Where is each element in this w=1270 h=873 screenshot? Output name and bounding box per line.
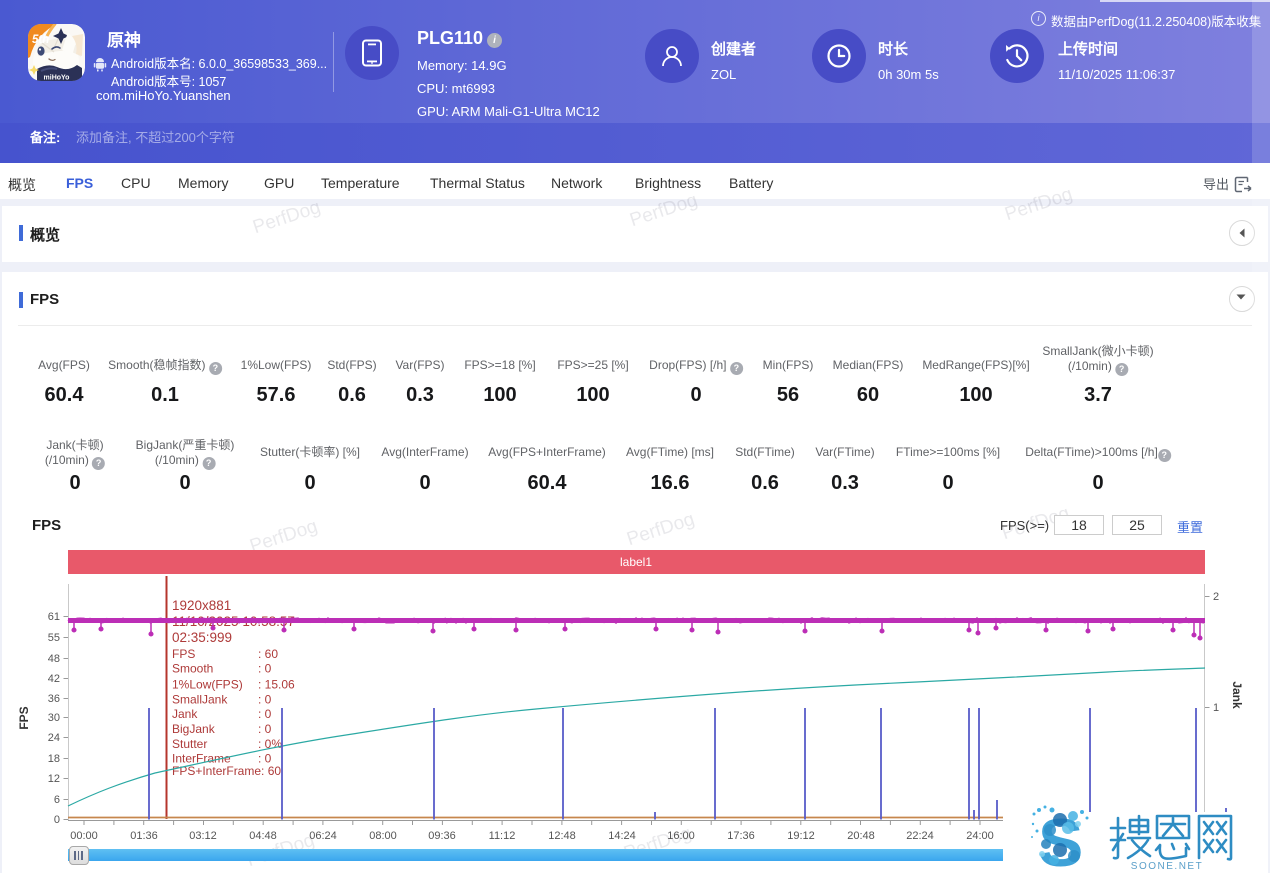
svg-text:FPS: FPS	[172, 647, 195, 661]
svg-text:12: 12	[48, 773, 60, 785]
svg-text:18: 18	[48, 753, 60, 765]
svg-text:0: 0	[54, 814, 60, 826]
svg-text:14:24: 14:24	[608, 830, 636, 842]
svg-text:InterFrame: InterFrame	[172, 752, 231, 766]
svg-text:1920x881: 1920x881	[172, 598, 231, 613]
svg-text:BigJank: BigJank	[172, 722, 216, 736]
svg-text:19:12: 19:12	[787, 830, 815, 842]
svg-text:30: 30	[48, 712, 60, 724]
svg-text:SmallJank: SmallJank	[172, 692, 228, 706]
svg-text:: 0: : 0	[258, 692, 272, 706]
svg-text:36: 36	[48, 693, 60, 705]
svg-text:09:36: 09:36	[428, 830, 456, 842]
svg-text:48: 48	[48, 653, 60, 665]
svg-text:16:00: 16:00	[667, 830, 695, 842]
svg-text:label1: label1	[620, 555, 652, 569]
svg-text:11:12: 11:12	[489, 830, 516, 842]
svg-text:: 0: : 0	[258, 752, 272, 766]
svg-text:22:24: 22:24	[906, 830, 934, 842]
svg-text:24: 24	[48, 732, 60, 744]
svg-text:1: 1	[1213, 702, 1219, 714]
svg-text:: 0: : 0	[258, 707, 272, 721]
svg-text:5th: 5th	[32, 34, 49, 46]
svg-text:01:36: 01:36	[130, 830, 158, 842]
svg-text:03:12: 03:12	[189, 830, 217, 842]
svg-text:: 0: : 0	[258, 722, 272, 736]
svg-text:12:48: 12:48	[548, 830, 576, 842]
svg-text:17:36: 17:36	[727, 830, 755, 842]
svg-text:Jank: Jank	[1230, 681, 1244, 709]
svg-text:06:24: 06:24	[309, 830, 337, 842]
svg-text:04:48: 04:48	[249, 830, 277, 842]
svg-text:08:00: 08:00	[369, 830, 397, 842]
svg-text:Jank: Jank	[172, 707, 198, 721]
svg-text:FPS+InterFrame: 60: FPS+InterFrame: 60	[172, 764, 281, 778]
svg-text:Smooth: Smooth	[172, 662, 213, 676]
svg-text:55: 55	[48, 632, 60, 644]
svg-text:: 0: : 0	[258, 662, 272, 676]
svg-text:: 60: : 60	[258, 647, 278, 661]
svg-text:1%Low(FPS): 1%Low(FPS)	[172, 678, 243, 692]
svg-text:20:48: 20:48	[847, 830, 875, 842]
svg-text:02:35:999: 02:35:999	[172, 630, 232, 645]
svg-text:42: 42	[48, 673, 60, 685]
svg-text:: 15.06: : 15.06	[258, 678, 295, 692]
svg-text:6: 6	[54, 794, 60, 806]
svg-text:miHoYo: miHoYo	[44, 75, 70, 82]
svg-text:24:00: 24:00	[966, 830, 994, 842]
svg-text:Stutter: Stutter	[172, 737, 207, 751]
svg-text:00:00: 00:00	[70, 830, 98, 842]
svg-text:SOONE.NET: SOONE.NET	[1131, 861, 1203, 871]
svg-text:61: 61	[48, 611, 60, 623]
svg-text:FPS: FPS	[17, 706, 31, 729]
svg-text:2: 2	[1213, 591, 1219, 603]
